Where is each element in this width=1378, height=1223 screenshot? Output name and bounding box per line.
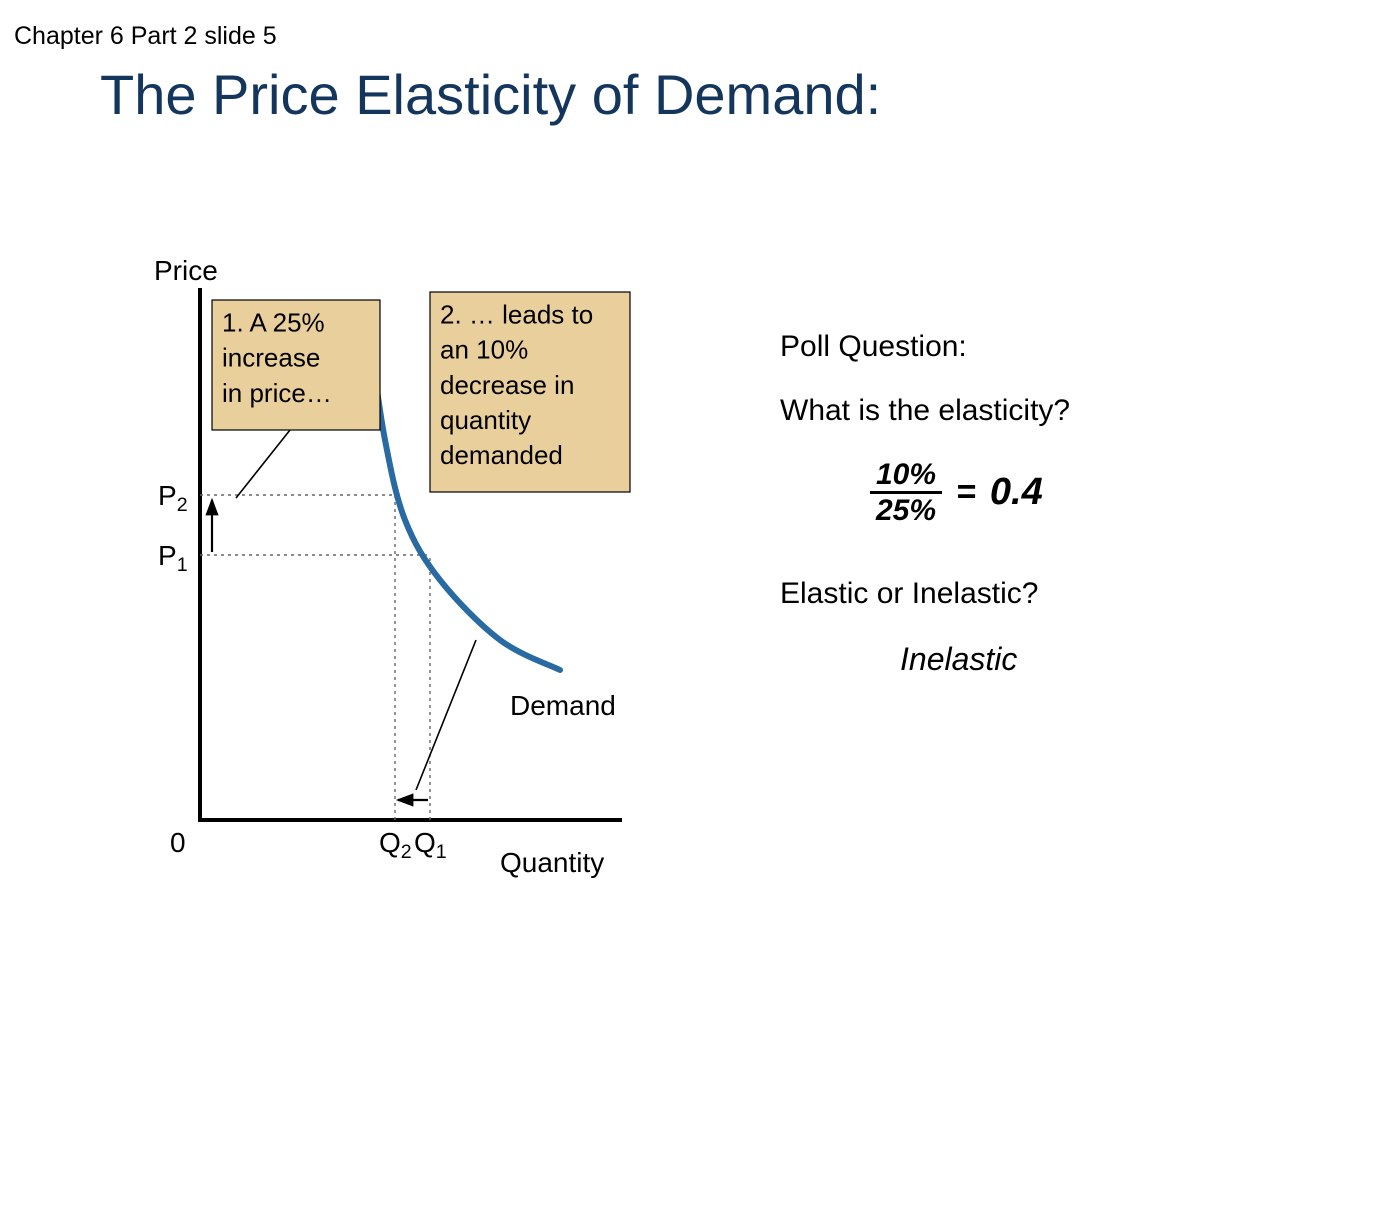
equals-sign: = bbox=[956, 473, 976, 512]
svg-text:demanded: demanded bbox=[440, 440, 563, 470]
svg-text:increase: increase bbox=[222, 343, 320, 373]
poll-question-2: Elastic or Inelastic? bbox=[780, 577, 1340, 611]
svg-text:Q2: Q2 bbox=[379, 827, 412, 863]
svg-text:an 10%: an 10% bbox=[440, 335, 528, 365]
svg-text:2. … leads to: 2. … leads to bbox=[440, 300, 593, 330]
svg-text:P2: P2 bbox=[158, 480, 188, 516]
poll-label: Poll Question: bbox=[780, 330, 1340, 364]
elasticity-result: 0.4 bbox=[990, 471, 1043, 514]
demand-chart-svg: Price Quantity 0 P1 P2 Q1Q2 Demand 1. A 25% incr… bbox=[140, 260, 720, 910]
side-panel: Poll Question: What is the elasticity? 1… bbox=[780, 330, 1340, 708]
svg-text:in price…: in price… bbox=[222, 378, 332, 408]
fraction: 10% 25% bbox=[870, 458, 942, 527]
fraction-denominator: 25% bbox=[870, 494, 942, 527]
poll-answer: Inelastic bbox=[900, 641, 1340, 678]
poll-question-1: What is the elasticity? bbox=[780, 394, 1340, 428]
svg-text:0: 0 bbox=[170, 827, 186, 858]
svg-text:Q1: Q1 bbox=[414, 827, 447, 863]
svg-text:1. A 25%: 1. A 25% bbox=[222, 308, 325, 338]
slide-title: The Price Elasticity of Demand: bbox=[100, 62, 881, 127]
breadcrumb: Chapter 6 Part 2 slide 5 bbox=[14, 22, 277, 51]
svg-text:Demand: Demand bbox=[510, 690, 616, 721]
svg-text:P1: P1 bbox=[158, 540, 188, 576]
svg-text:decrease in: decrease in bbox=[440, 370, 574, 400]
fraction-numerator: 10% bbox=[870, 458, 942, 494]
svg-text:quantity: quantity bbox=[440, 405, 531, 435]
elasticity-equation: 10% 25% = 0.4 bbox=[870, 458, 1340, 527]
svg-text:Quantity: Quantity bbox=[500, 847, 604, 878]
demand-chart: Price Quantity 0 P1 P2 Q1Q2 Demand 1. A 25% incr… bbox=[140, 260, 720, 910]
svg-text:Price: Price bbox=[154, 260, 218, 286]
